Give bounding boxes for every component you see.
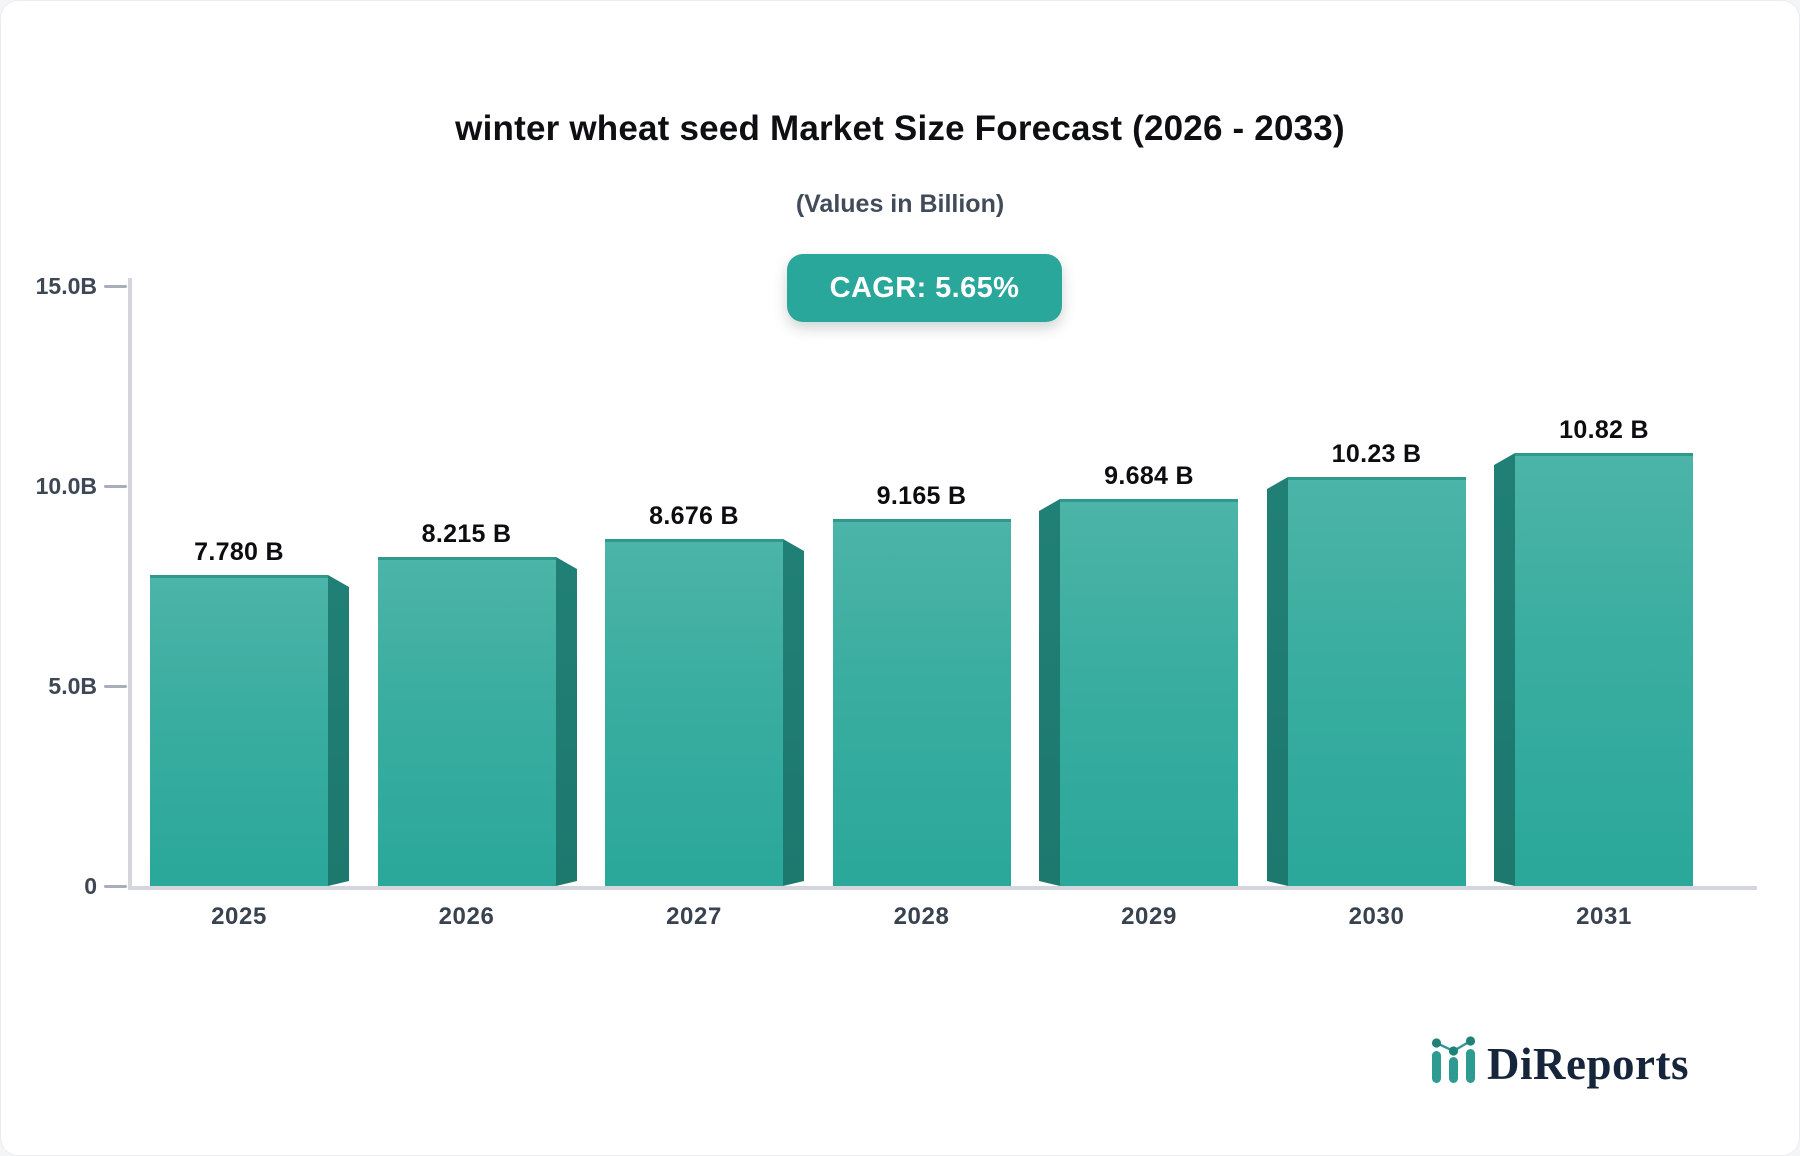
bar-value-label: 8.215 B [421, 520, 512, 548]
chart-title: winter wheat seed Market Size Forecast (… [455, 109, 1345, 148]
bar-side-face [783, 539, 804, 886]
bar-side-face [1494, 453, 1515, 886]
x-axis-label-2027: 2027 [666, 903, 722, 930]
chart-subtitle: (Values in Billion) [795, 190, 1005, 218]
x-axis-label-2026: 2026 [438, 903, 495, 930]
bar-2027 [605, 539, 783, 886]
x-axis-label-2029: 2029 [1121, 903, 1177, 930]
mini-bar-line-chart-icon [1431, 1036, 1476, 1083]
y-axis-line [128, 278, 132, 890]
bar-2028 [833, 519, 1011, 886]
y-tick-label: 10.0B [35, 473, 97, 499]
bar-value-label: 9.165 B [876, 482, 967, 510]
y-tick-dash [104, 485, 127, 488]
bar-value-label: 8.676 B [649, 502, 739, 530]
bar-side-face [328, 575, 349, 886]
brand-logo: DiReports [1430, 1030, 1689, 1092]
bar-side-face [1039, 499, 1060, 886]
bar-value-label: 7.780 B [194, 538, 284, 566]
bar-value-label: 9.684 B [1104, 462, 1194, 490]
x-axis-label-2031: 2031 [1576, 903, 1632, 930]
cagr-badge-label: CAGR: 5.65% [829, 271, 1020, 304]
y-tick-label: 0 [84, 873, 97, 899]
y-tick-dash [104, 685, 127, 688]
x-axis-label-2030: 2030 [1348, 903, 1405, 930]
brand-name: DiReports [1487, 1039, 1689, 1089]
bar-2031 [1515, 453, 1693, 886]
bar-value-label: 10.23 B [1331, 440, 1422, 468]
bar-side-face [1267, 477, 1288, 886]
y-tick-dash [104, 285, 127, 288]
bar-2026 [378, 557, 556, 886]
y-tick-label: 5.0B [48, 673, 97, 699]
y-tick-label: 15.0B [35, 273, 97, 299]
bar-2029 [1060, 499, 1238, 886]
cagr-badge: CAGR: 5.65% [787, 254, 1062, 322]
y-tick-dash [104, 885, 127, 888]
bar-side-face [556, 557, 577, 886]
bar-2030 [1288, 477, 1466, 886]
x-axis-baseline [128, 886, 1757, 890]
bar-value-label: 10.82 B [1559, 416, 1649, 444]
bar-2025 [150, 575, 328, 886]
x-axis-label-2028: 2028 [893, 903, 950, 930]
x-axis-label-2025: 2025 [211, 903, 267, 930]
